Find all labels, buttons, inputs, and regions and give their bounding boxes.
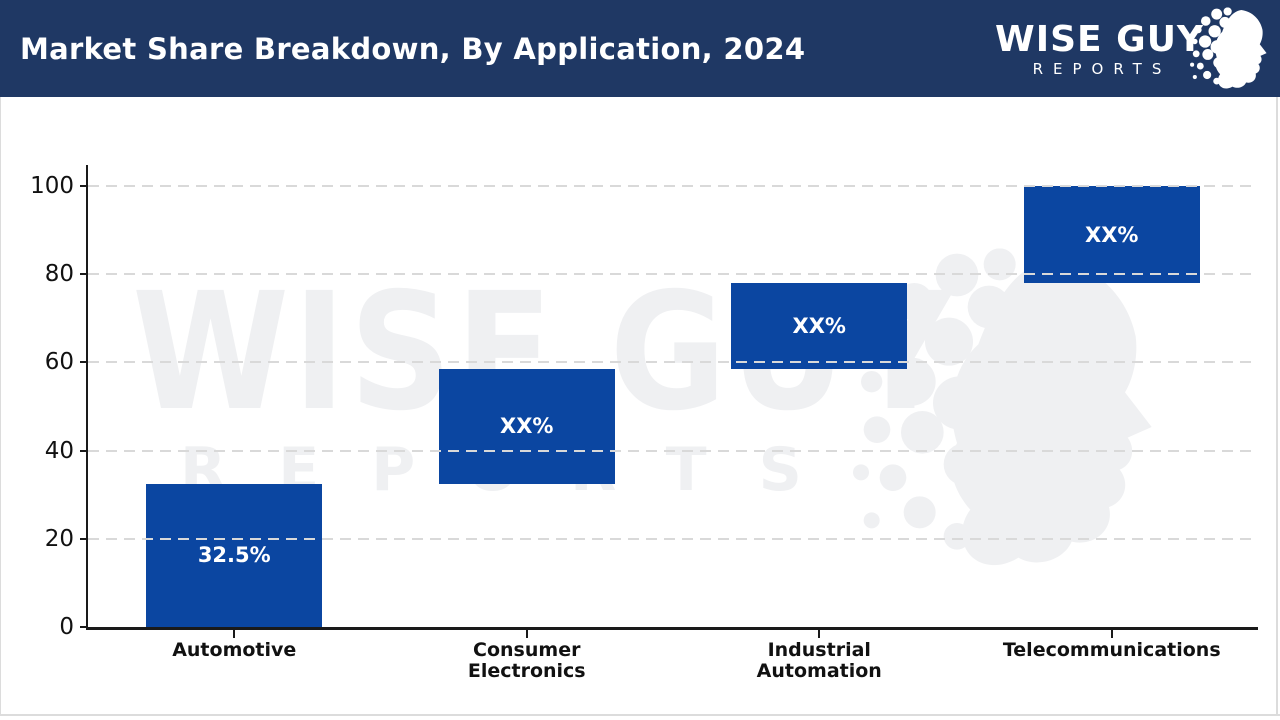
bar-2: [731, 283, 908, 369]
page-border-right: [1276, 97, 1278, 716]
x-tick-label-line: Automation: [756, 660, 882, 682]
x-tick-label-line: Consumer: [473, 639, 581, 661]
y-tick-label-20: 20: [44, 525, 74, 552]
x-tick-mark-0: [233, 630, 236, 638]
x-tick-mark-1: [525, 630, 528, 638]
brand-name-label: WISE GUY: [994, 18, 1204, 60]
x-tick-label-line: Telecommunications: [1002, 639, 1221, 661]
y-axis-line: [86, 165, 88, 628]
bar-value-label-1: XX%: [500, 414, 554, 439]
brand-subtitle-label: REPORTS: [1032, 59, 1172, 78]
x-tick-label-line: Electronics: [467, 660, 586, 682]
x-tick-label-0: Automotive: [84, 640, 384, 661]
y-tick-mark-60: [80, 361, 87, 364]
y-tick-mark-100: [80, 185, 87, 187]
brand-head-icon: [1188, 7, 1270, 91]
x-tick-label-1: Consumer Electronics: [377, 640, 677, 682]
gridline-y100: [88, 185, 1258, 187]
x-tick-label-line: Automotive: [172, 639, 297, 661]
y-tick-label-40: 40: [44, 437, 74, 464]
y-tick-mark-0: [80, 626, 87, 628]
y-tick-mark-80: [80, 273, 87, 276]
y-tick-label-100: 100: [30, 173, 74, 199]
gridline-y60: [88, 361, 1258, 364]
gridline-y20: [88, 537, 1258, 540]
gridline-y40: [88, 449, 1258, 452]
x-tick-mark-3: [1110, 630, 1113, 638]
bar-3: [1023, 186, 1200, 284]
bar-1: [438, 369, 615, 484]
gridline-y80: [88, 273, 1258, 276]
x-tick-label-2: Industrial Automation: [669, 640, 969, 682]
page-border-bottom: [0, 714, 1280, 716]
y-tick-label-0: 0: [59, 614, 74, 640]
page-border-left: [0, 97, 1, 716]
x-tick-label-3: Telecommunications: [962, 640, 1262, 661]
bar-0: [146, 483, 323, 627]
x-tick-mark-2: [818, 630, 821, 638]
bar-value-label-3: XX%: [1085, 222, 1139, 247]
bar-value-label-0: 32.5%: [197, 543, 271, 568]
brand-logo: WISE GUY REPORTS: [995, 7, 1270, 91]
y-tick-label-80: 80: [44, 261, 74, 288]
bar-value-label-2: XX%: [792, 314, 846, 339]
header-bar: Market Share Breakdown, By Application, …: [0, 0, 1280, 97]
x-tick-label-line: Industrial: [767, 639, 871, 661]
chart-title: Market Share Breakdown, By Application, …: [20, 31, 806, 66]
brand-wordmark: WISE GUY REPORTS: [994, 18, 1204, 78]
x-axis-line: [86, 627, 1258, 630]
y-tick-mark-40: [80, 449, 87, 452]
y-tick-mark-20: [80, 537, 87, 540]
y-tick-label-60: 60: [44, 349, 74, 376]
